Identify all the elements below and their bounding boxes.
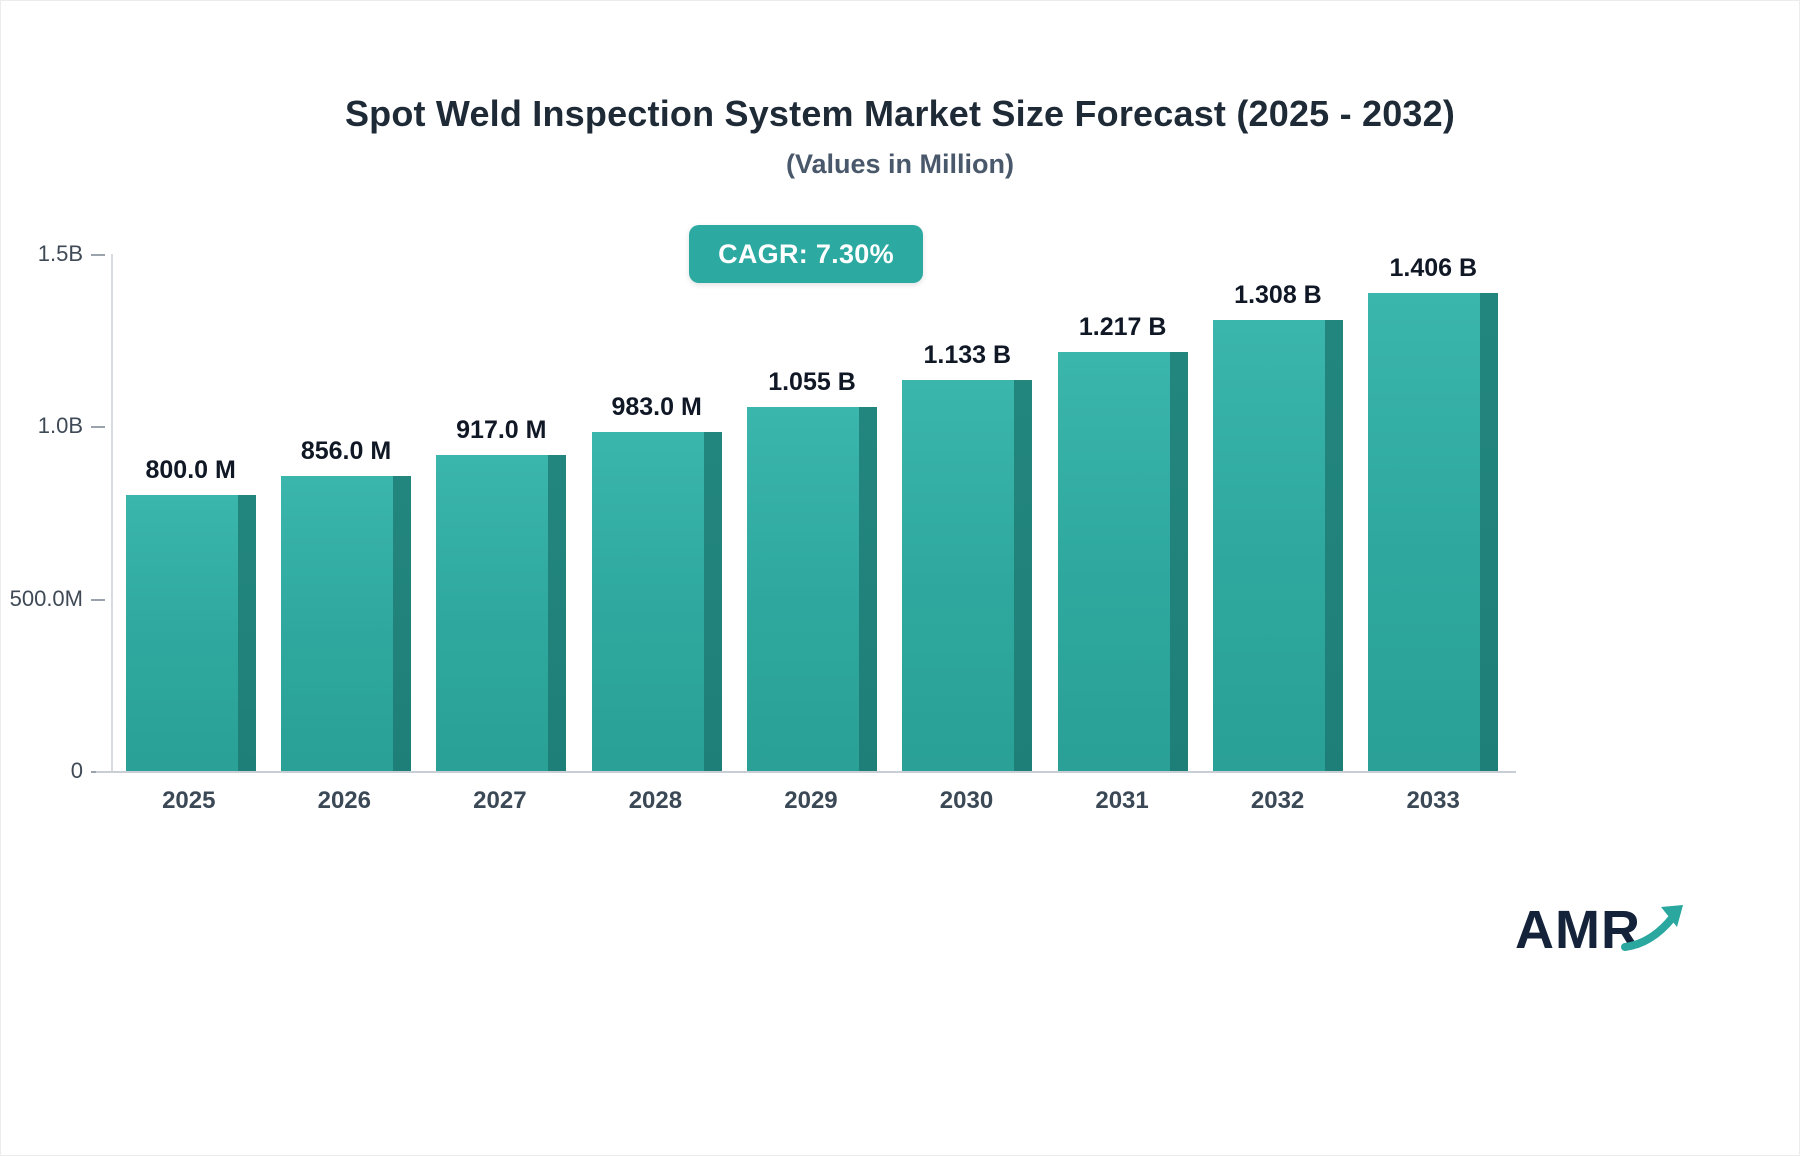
bar-group: 917.0 M <box>435 254 567 771</box>
bar <box>591 432 722 771</box>
bar-side-shadow <box>703 432 722 771</box>
x-axis-year-label: 2031 <box>1095 787 1149 814</box>
bar-face <box>591 432 704 771</box>
y-axis-tick-label: 1.0B <box>37 413 83 438</box>
x-axis-labels: 2025 2026 2027 2028 2029 2030 2031 2032 2033 <box>111 787 1511 815</box>
bar-value-label: 856.0 M <box>300 437 392 465</box>
bar-value-label: 1.217 B <box>1078 313 1167 341</box>
bar-face <box>1212 320 1325 771</box>
bar-side-shadow <box>237 495 256 771</box>
bar <box>436 455 567 771</box>
x-axis-year-label: 2032 <box>1250 787 1305 814</box>
amr-logo: AMR <box>1515 899 1691 961</box>
bar-group: 1.406 B <box>1367 254 1499 771</box>
bar <box>902 380 1033 771</box>
cagr-badge: CAGR: 7.30% <box>689 225 923 283</box>
x-axis-year-label: 2026 <box>317 787 371 814</box>
bar <box>746 407 877 771</box>
bar-side-shadow <box>1480 293 1499 771</box>
bar-group: 856.0 M <box>280 254 412 771</box>
y-axis-tick-label: 0 <box>70 758 83 783</box>
bar-group: 983.0 M <box>591 254 723 771</box>
bar-face <box>436 455 549 771</box>
bar <box>125 495 256 771</box>
bar <box>1057 352 1188 771</box>
amr-logo-text: AMR <box>1515 900 1641 960</box>
bar-side-shadow <box>1014 380 1033 771</box>
bar-value-label: 800.0 M <box>145 456 236 484</box>
plot-area: 800.0 M 856.0 M 917.0 M 983.0 M 1.055 B 1.133… <box>111 254 1511 771</box>
cagr-badge-label: CAGR: 7.30% <box>718 238 894 269</box>
y-axis-tick-mark <box>91 599 105 601</box>
y-axis-tick-mark <box>91 254 105 256</box>
bar <box>280 476 411 771</box>
bar-face <box>746 407 859 771</box>
x-axis-year-label: 2028 <box>628 787 683 814</box>
bar-face <box>280 476 393 771</box>
y-axis-tick-mark <box>91 426 105 428</box>
bar-value-label: 983.0 M <box>611 393 702 421</box>
y-axis-tick-label: 500.0M <box>9 586 83 611</box>
bar-face <box>125 495 238 771</box>
bar-face <box>1057 352 1170 771</box>
x-axis-year-label: 2033 <box>1406 787 1460 814</box>
bar-side-shadow <box>1324 320 1343 771</box>
bar-group: 1.133 B <box>901 254 1033 771</box>
bar-value-label: 1.133 B <box>923 341 1012 369</box>
bar-group: 800.0 M <box>125 254 257 771</box>
bar-value-label: 1.055 B <box>768 368 856 396</box>
bar-value-label: 1.308 B <box>1234 281 1322 309</box>
bar-face <box>902 380 1015 771</box>
bar <box>1212 320 1343 771</box>
x-axis-year-label: 2027 <box>473 787 527 814</box>
x-axis-year-label: 2030 <box>939 787 994 814</box>
x-axis-year-label: 2029 <box>784 787 838 814</box>
bar-group: 1.055 B <box>746 254 878 771</box>
x-axis-year-label: 2025 <box>162 787 216 814</box>
chart-subtitle: (Values in Million) <box>785 149 1015 179</box>
chart-title: Spot Weld Inspection System Market Size … <box>344 93 1456 134</box>
x-axis-line <box>96 771 1516 773</box>
y-axis-tick-label: 1.5B <box>37 241 83 266</box>
bar-value-label: 1.406 B <box>1389 254 1478 282</box>
bar-face <box>1368 293 1481 771</box>
bar <box>1368 293 1499 771</box>
bar-value-label: 917.0 M <box>456 416 547 444</box>
bar-group: 1.217 B <box>1057 254 1189 771</box>
bar-side-shadow <box>548 455 567 771</box>
amr-logo-arrow-icon <box>1621 905 1683 951</box>
bar-group: 1.308 B <box>1212 254 1344 771</box>
bar-side-shadow <box>392 476 411 771</box>
bar-side-shadow <box>1169 352 1188 771</box>
bar-side-shadow <box>858 407 877 771</box>
